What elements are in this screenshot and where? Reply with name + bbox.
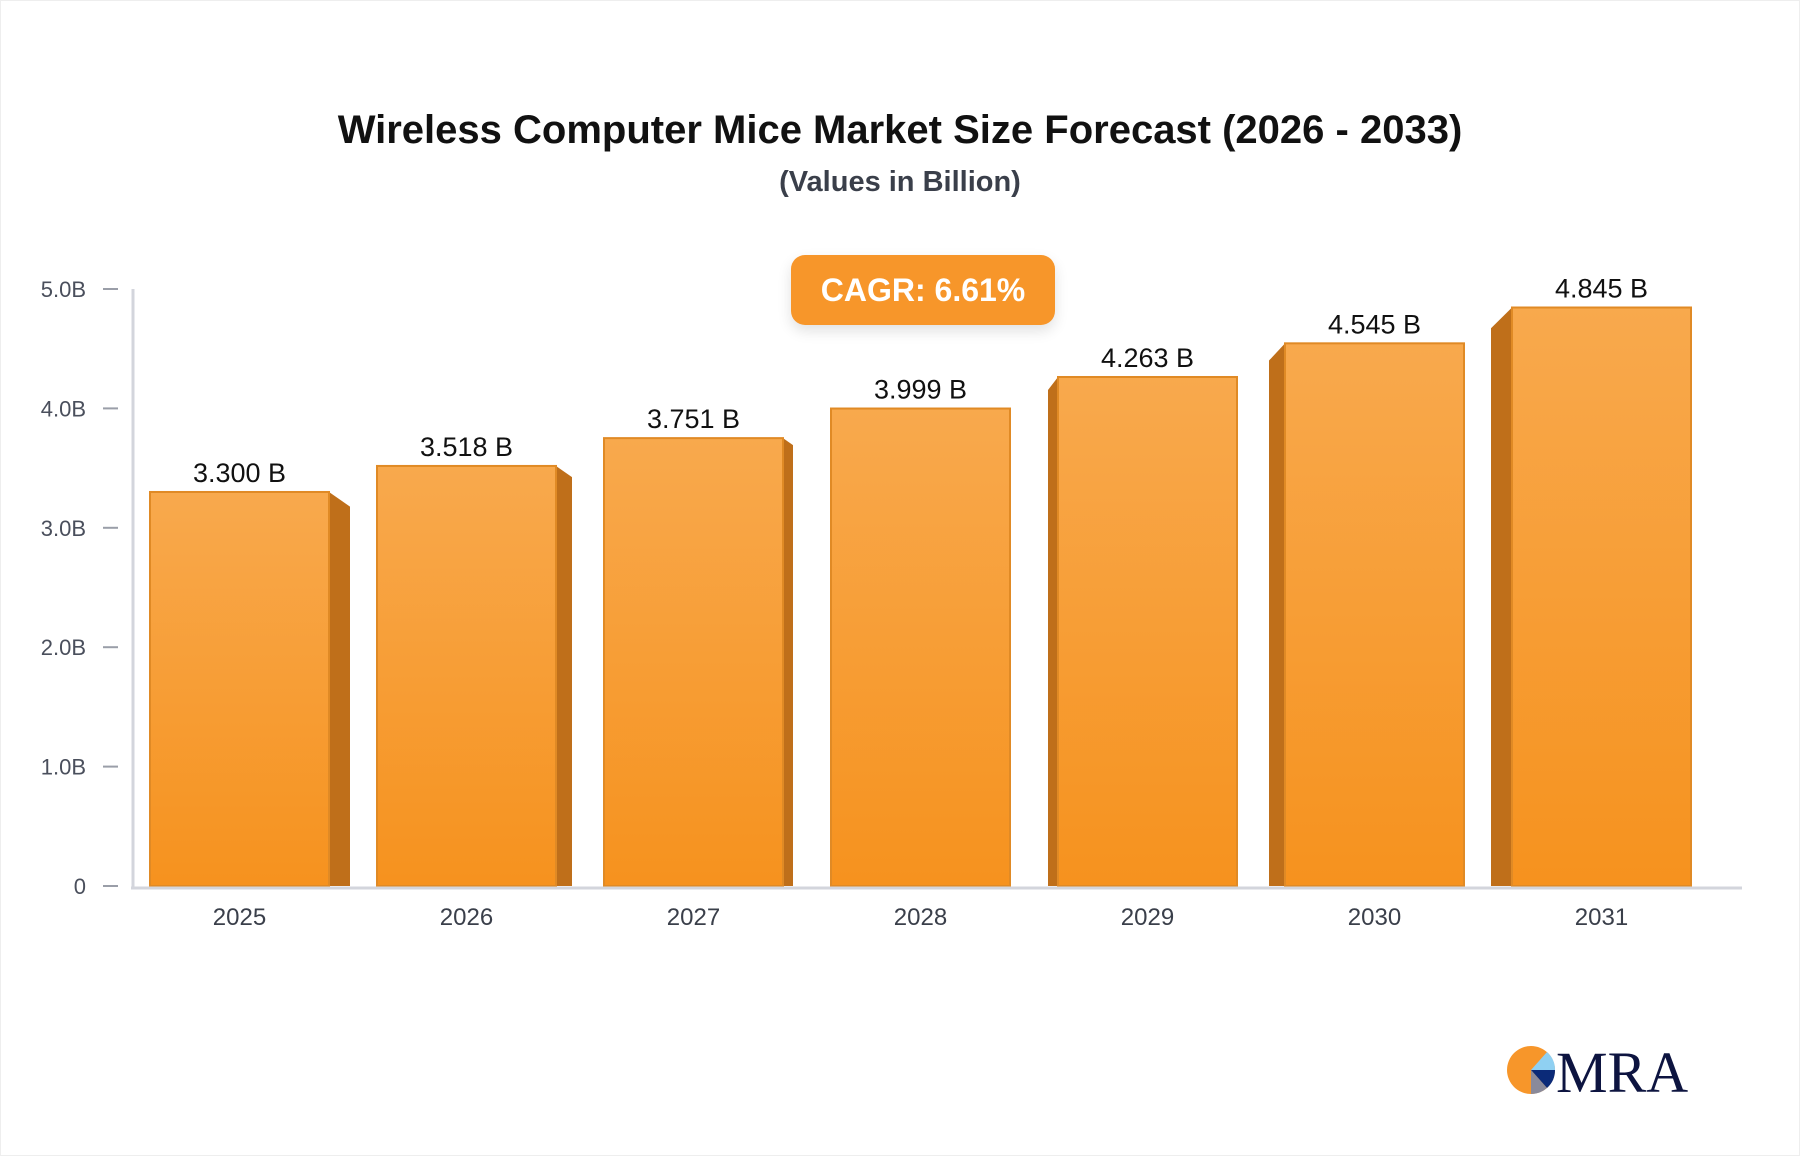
x-tick-label: 2027 xyxy=(667,904,720,931)
data-label: 3.999 B xyxy=(874,375,967,405)
bar-2025: 3.300 B xyxy=(149,458,350,887)
bar-side xyxy=(1491,307,1512,887)
chart-title: Wireless Computer Mice Market Size Forec… xyxy=(337,108,1463,152)
y-tick-label: 4.0B xyxy=(41,396,86,421)
bar-front xyxy=(1511,306,1692,887)
cagr-badge: CAGR: 6.61% xyxy=(791,255,1055,325)
bar-2031: 4.845 B xyxy=(1491,274,1692,887)
bar-2026: 3.518 B xyxy=(376,432,572,887)
y-tick-label: 3.0B xyxy=(41,516,86,541)
data-label: 4.263 B xyxy=(1101,343,1194,373)
bar-front xyxy=(1057,375,1238,887)
bar-2028: 3.999 B xyxy=(830,375,1011,887)
x-tick-label: 2029 xyxy=(1121,904,1174,931)
y-tick-label: 1.0B xyxy=(41,755,86,780)
bar-side xyxy=(329,491,350,886)
bar-side xyxy=(1048,376,1058,886)
x-tick-label: 2031 xyxy=(1575,904,1628,931)
x-tick-label: 2030 xyxy=(1348,904,1401,931)
bar-2029: 4.263 B xyxy=(1048,343,1238,887)
y-tick-label: 0 xyxy=(74,874,86,899)
bar-front xyxy=(603,437,784,887)
mra-logo: MRA xyxy=(1507,1040,1688,1100)
x-tick-label: 2025 xyxy=(213,904,266,931)
bar-front xyxy=(149,490,330,887)
bar-side xyxy=(556,465,572,886)
bar-2027: 3.751 B xyxy=(603,404,793,887)
data-label: 4.845 B xyxy=(1555,274,1648,304)
chart-subtitle: (Values in Billion) xyxy=(779,166,1021,198)
bar-front xyxy=(830,407,1011,887)
data-label: 3.300 B xyxy=(193,458,286,488)
y-tick-label: 2.0B xyxy=(41,635,86,660)
bar-front xyxy=(376,464,557,887)
data-label: 3.751 B xyxy=(647,404,740,434)
bar-side xyxy=(1269,343,1285,886)
data-label: 4.545 B xyxy=(1328,309,1421,339)
bar-2030: 4.545 B xyxy=(1269,309,1465,887)
y-tick-label: 5.0B xyxy=(41,277,86,302)
data-label: 3.518 B xyxy=(420,432,513,462)
svg-text:MRA: MRA xyxy=(1556,1040,1688,1100)
bar-side xyxy=(783,438,793,886)
x-tick-label: 2028 xyxy=(894,904,947,931)
x-tick-label: 2026 xyxy=(440,904,493,931)
bar-front xyxy=(1284,342,1465,887)
